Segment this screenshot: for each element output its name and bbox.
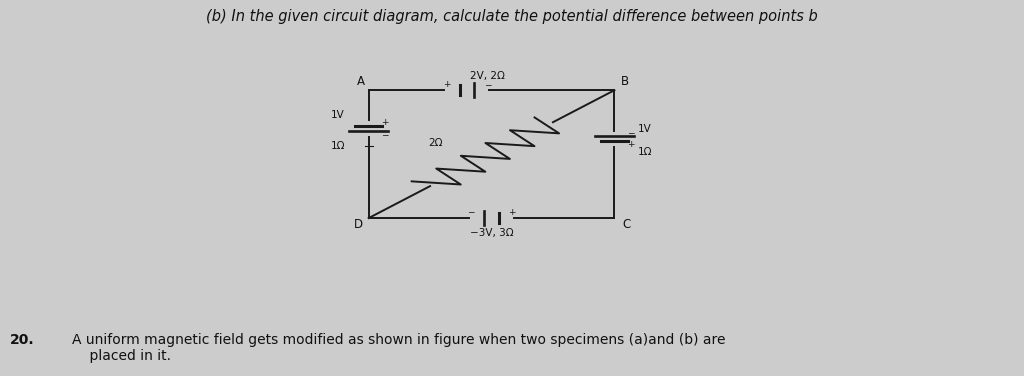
Text: (b) In the given circuit diagram, calculate the potential difference between poi: (b) In the given circuit diagram, calcul… — [206, 9, 818, 24]
Text: −: − — [627, 129, 635, 138]
Text: +: + — [442, 80, 451, 89]
Text: +: + — [627, 140, 635, 149]
Text: D: D — [354, 218, 362, 231]
Text: A: A — [356, 76, 365, 88]
Text: −: − — [467, 208, 475, 217]
Text: 2Ω: 2Ω — [428, 138, 442, 148]
Text: +: + — [381, 118, 389, 127]
Text: 1Ω: 1Ω — [638, 147, 652, 157]
Text: −3V, 3Ω: −3V, 3Ω — [470, 228, 513, 238]
Text: 2V, 2Ω: 2V, 2Ω — [470, 71, 505, 81]
Text: C: C — [623, 218, 631, 231]
Text: 1Ω: 1Ω — [331, 141, 345, 150]
Text: 20.: 20. — [10, 333, 35, 347]
Text: +: + — [508, 208, 516, 217]
Text: 1V: 1V — [638, 124, 652, 134]
Text: A uniform magnetic field gets modified as shown in figure when two specimens (a): A uniform magnetic field gets modified a… — [72, 333, 725, 363]
Text: B: B — [621, 76, 629, 88]
Text: 1V: 1V — [331, 111, 345, 120]
Text: −: − — [381, 130, 389, 139]
Text: −: − — [483, 80, 492, 89]
